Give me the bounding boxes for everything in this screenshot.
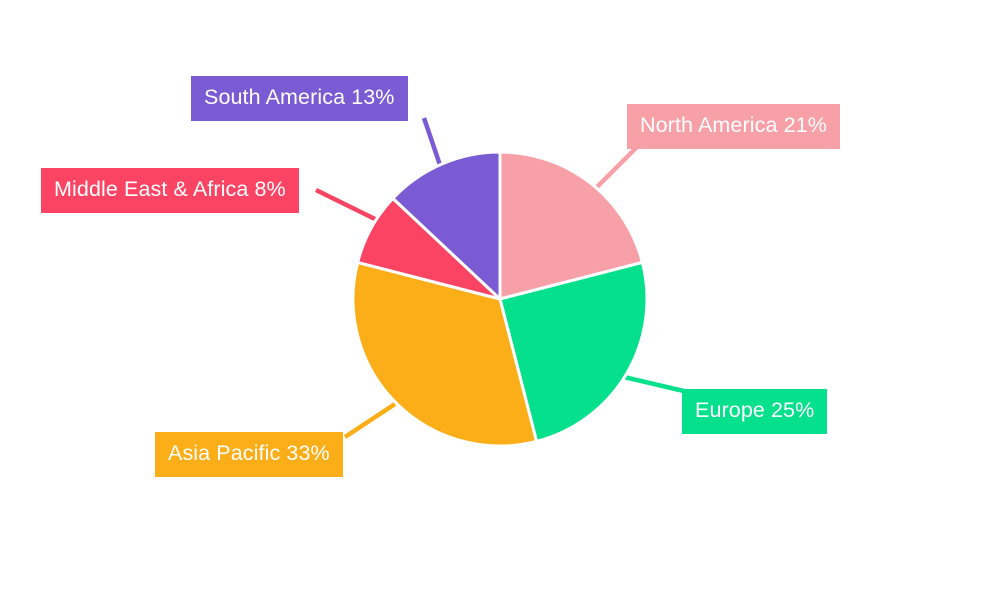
pie-label-north-america[interactable]: North America 21% [627, 104, 840, 149]
pie-label-europe[interactable]: Europe 25% [682, 389, 828, 434]
leader-line-europe [623, 374, 689, 395]
pie-label-south-america[interactable]: South America 13% [191, 76, 408, 121]
leader-line-middle-east-africa [315, 187, 380, 224]
pie-slice-asia-pacific[interactable] [351, 260, 539, 448]
pie-label-middle-east-africa[interactable]: Middle East & Africa 8% [41, 168, 299, 213]
pie-slice-south-america[interactable] [391, 150, 502, 301]
pie-slice-europe[interactable] [498, 260, 649, 443]
pie-slice-north-america[interactable] [498, 150, 644, 301]
pie-label-asia-pacific[interactable]: Asia Pacific 33% [155, 432, 343, 477]
leader-line-south-america [421, 117, 444, 169]
leader-line-asia-pacific [343, 402, 397, 439]
leader-line-north-america [590, 145, 639, 194]
pie-wedges [351, 150, 649, 448]
leader-lines [315, 117, 689, 439]
